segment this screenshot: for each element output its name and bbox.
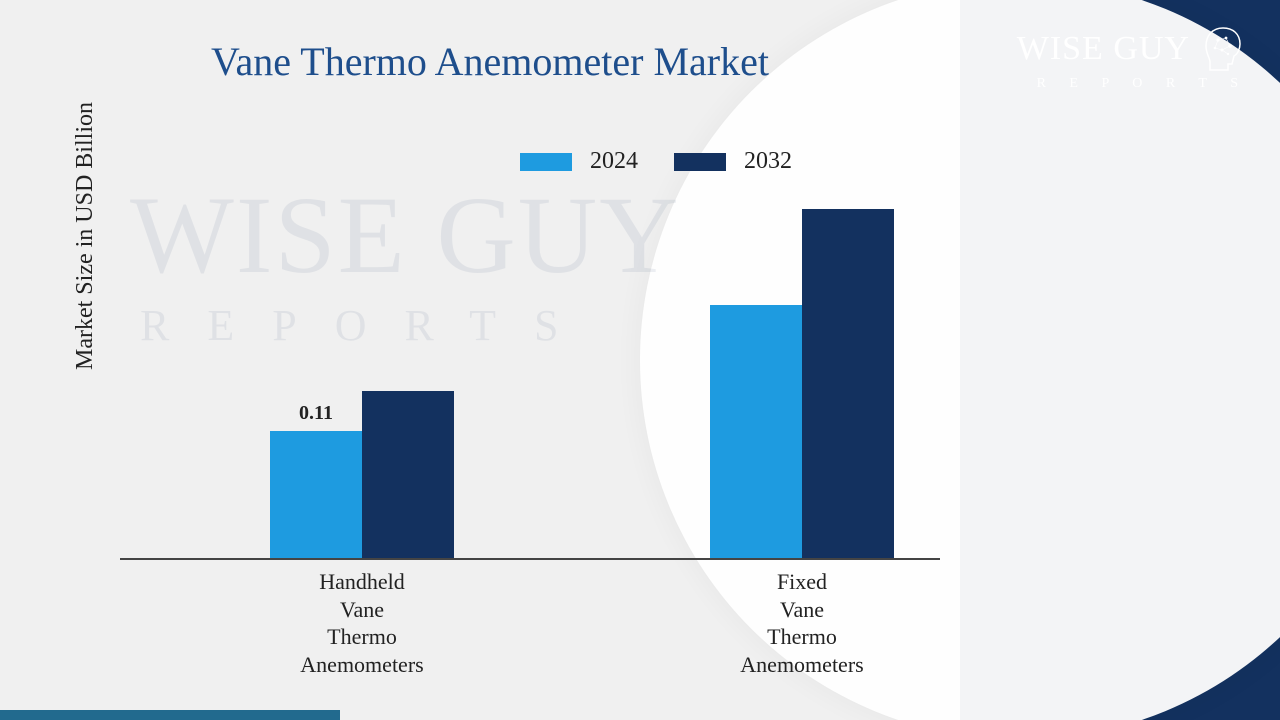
legend-item-2024: 2024 [520, 148, 638, 175]
bar [710, 305, 802, 558]
legend: 2024 2032 [520, 148, 792, 175]
bar [802, 209, 894, 558]
bar [362, 391, 454, 558]
bar-chart: 0.11 HandheldVaneThermoAnemometersFixedV… [120, 180, 940, 630]
logo-text-main: WISE GUY [1017, 30, 1190, 68]
plot-area: 0.11 [120, 180, 940, 560]
logo-head-icon [1198, 24, 1248, 74]
footer-accent-bar [0, 710, 340, 720]
legend-swatch-2024 [520, 153, 572, 171]
bar-group [710, 209, 894, 558]
bar-group: 0.11 [270, 391, 454, 558]
chart-canvas: WISE GUY R E P O [0, 0, 1280, 720]
x-axis-label: HandheldVaneThermoAnemometers [300, 568, 423, 678]
legend-swatch-2032 [674, 153, 726, 171]
y-axis-label: Market Size in USD Billion [72, 102, 99, 370]
chart-title: Vane Thermo Anemometer Market [60, 38, 920, 85]
bar [270, 431, 362, 558]
logo-text-sub: R E P O R T S [1017, 76, 1248, 92]
legend-label-2032: 2032 [744, 148, 792, 174]
brand-logo: WISE GUY R E P O [1017, 24, 1248, 92]
legend-label-2024: 2024 [590, 148, 638, 174]
bar-value-label: 0.11 [299, 402, 333, 425]
x-axis-label: FixedVaneThermoAnemometers [740, 568, 863, 678]
legend-item-2032: 2032 [674, 148, 792, 175]
